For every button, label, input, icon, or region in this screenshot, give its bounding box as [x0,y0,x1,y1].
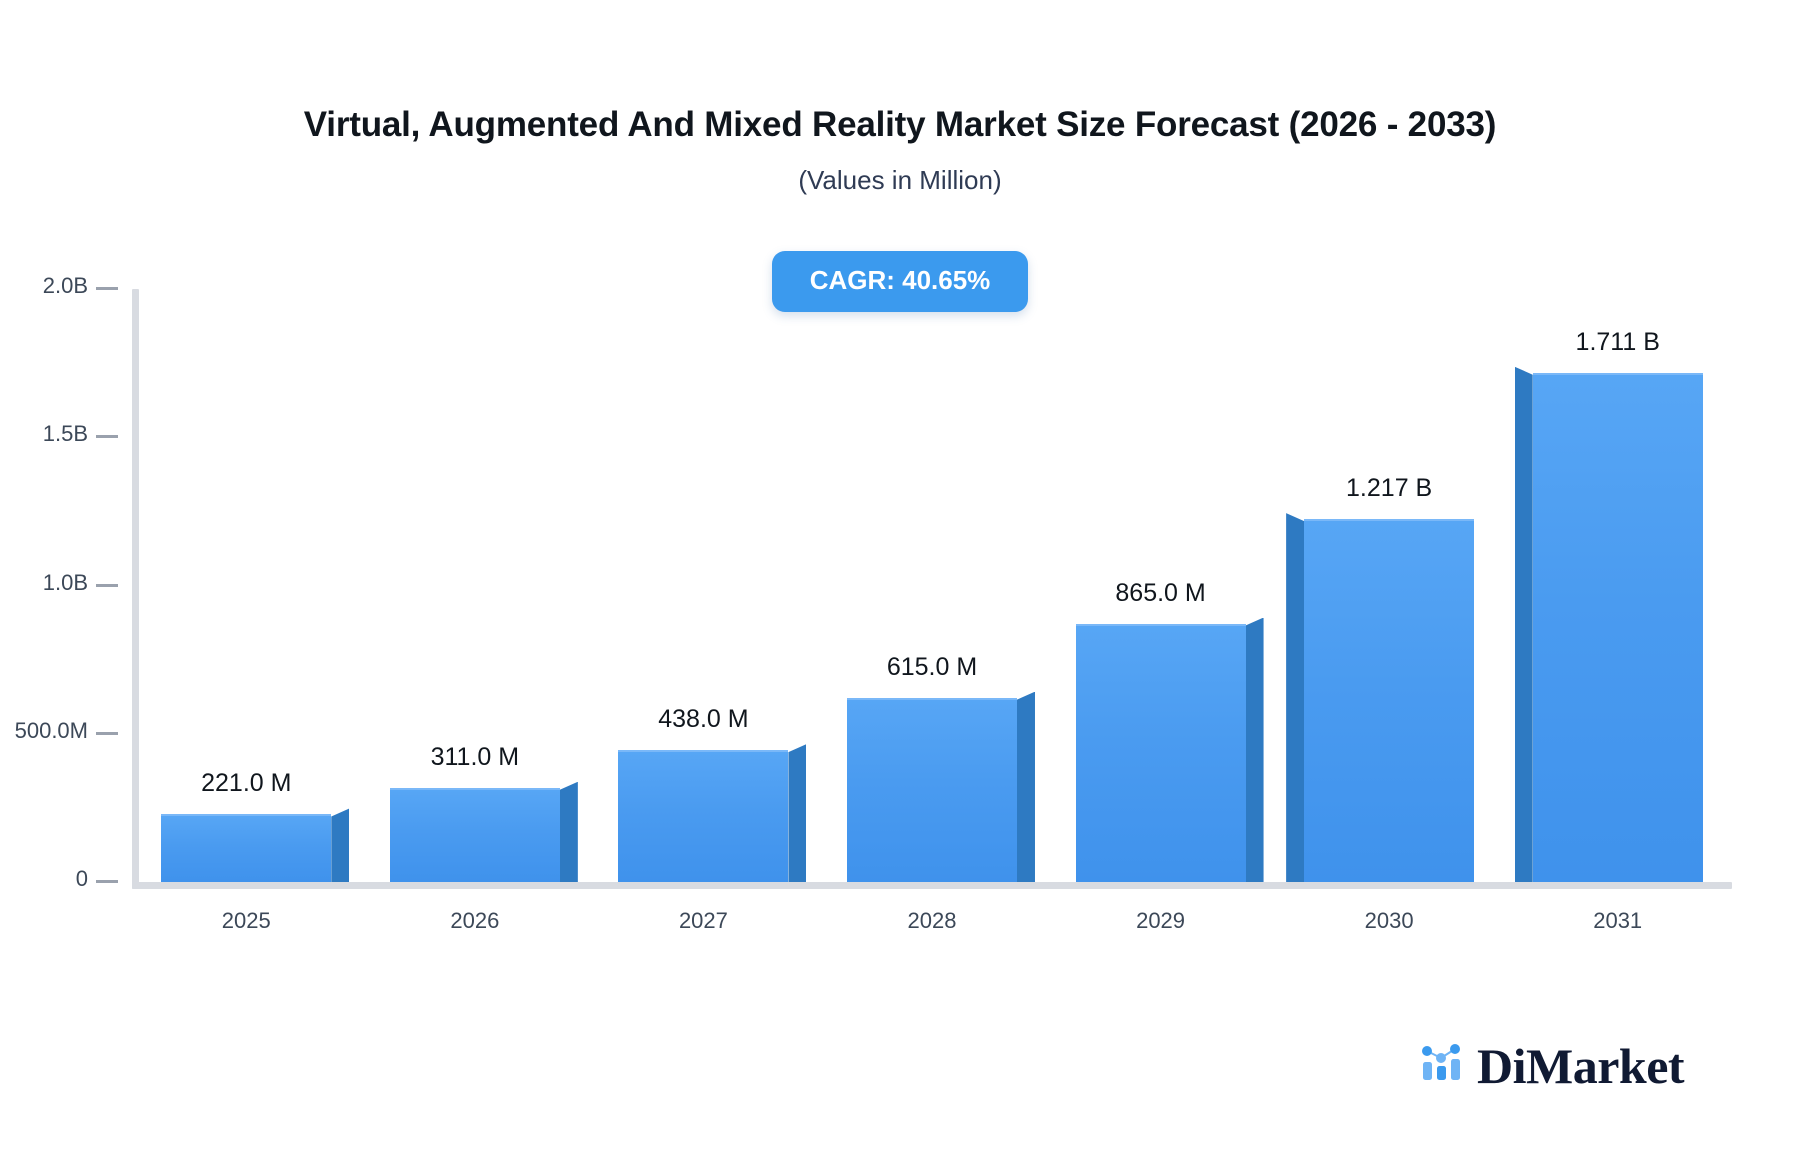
y-axis-tick-label: 1.5B [42,421,88,447]
bar-chart-analytics-icon [1418,1040,1464,1091]
bar-value-label: 865.0 M [1115,578,1206,607]
bar-face [1075,623,1246,882]
bar[interactable] [1286,513,1475,882]
y-axis-tick-mark [96,731,118,735]
y-axis-ticks: 0 500.0M 1.0B 1.5B 2.0B [0,0,132,1156]
bar-side-panel [788,744,807,882]
brand-logo: DiMarket [1418,1037,1685,1094]
chart-subtitle: (Values in Million) [798,164,1002,195]
bar[interactable] [846,691,1035,882]
bar-side-panel [1286,513,1305,882]
bar[interactable] [1514,366,1703,882]
bar-group: 865.0 M 2029 [1046,0,1275,1156]
y-axis-tick-label: 500.0M [14,717,88,743]
y-axis-line [132,289,139,889]
bar-group: 438.0 M 2027 [589,0,818,1156]
bar-value-label: 1.217 B [1346,474,1433,503]
y-axis-tick-mark [96,583,118,587]
bar-face [389,787,560,882]
bar[interactable] [389,781,578,882]
bar-side-panel [331,808,350,882]
bar-group: 311.0 M 2026 [361,0,590,1156]
bar-group: 615.0 M 2028 [818,0,1047,1156]
y-axis-tick-mark [96,880,118,883]
y-axis-tick-mark [96,435,118,439]
x-axis-tick-label: 2027 [678,908,728,933]
x-axis-tick-label: 2026 [450,908,500,933]
x-axis-tick-label: 2029 [1136,908,1186,933]
x-axis-line [132,882,1732,889]
bar-side-panel [1245,617,1264,882]
bar-group: 221.0 M 2025 [132,0,361,1156]
bar-value-label: 311.0 M [430,742,520,771]
bar-group: 1.711 B 2031 [1503,0,1732,1156]
bar-side-panel [1016,691,1035,882]
bar[interactable] [618,744,807,882]
bar-value-label: 221.0 M [201,769,292,798]
bar-series: 221.0 M 2025 311.0 M 2026 438.0 M 2027 615.0 M… [132,0,1732,1156]
y-axis-tick-mark [96,287,118,290]
logo-text: DiMarket [1477,1037,1685,1094]
bar-side-panel [559,781,578,882]
x-axis-tick-label: 2030 [1364,908,1414,933]
bar-face [618,750,789,882]
y-axis-tick-label: 0 [75,866,88,891]
bar[interactable] [1075,617,1264,882]
bar-face [161,814,332,882]
bar-side-panel [1514,366,1533,882]
bar[interactable] [161,808,350,882]
bar-face [846,697,1017,882]
bar-group: 1.217 B 2030 [1275,0,1504,1156]
page-title: Virtual, Augmented And Mixed Reality Mar… [303,105,1497,144]
bar-face [1304,519,1475,882]
chart-header: Virtual, Augmented And Mixed Reality Mar… [0,0,1800,194]
bar-value-label: 438.0 M [658,705,749,734]
bar-value-label: 615.0 M [886,652,978,681]
bar-value-label: 1.711 B [1575,327,1660,356]
y-axis-tick-label: 1.0B [42,569,88,595]
bar-face [1532,372,1703,882]
status-badge: CAGR: 40.65% [771,251,1029,313]
cagr-badge-container: CAGR: 40.65% [0,251,1800,313]
y-axis-tick-label: 2.0B [42,273,88,298]
x-axis-tick-label: 2025 [221,908,271,933]
x-axis-tick-label: 2031 [1593,908,1643,933]
x-axis-tick-label: 2028 [907,908,957,933]
